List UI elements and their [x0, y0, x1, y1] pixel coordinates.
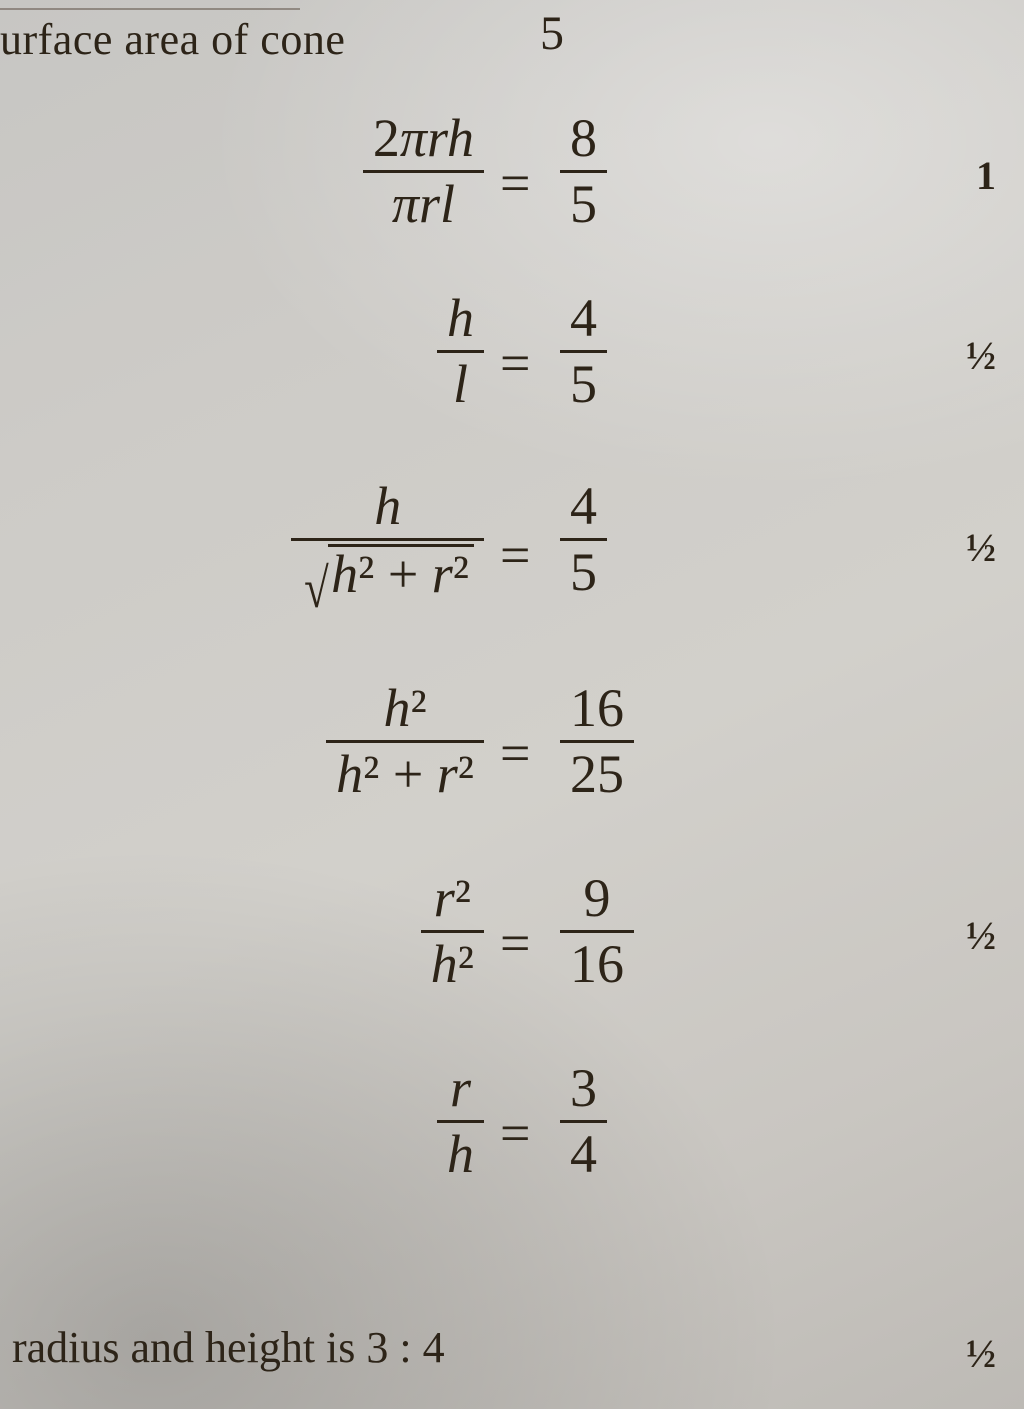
footer-mark: ½ — [966, 1330, 996, 1377]
equals-sign: = — [500, 726, 530, 780]
equation-lhs: hl — [437, 290, 484, 412]
equals-sign: = — [500, 1106, 530, 1160]
equation-rhs: 916 — [560, 870, 634, 992]
equation-rhs: 45 — [560, 290, 607, 412]
header-rule — [0, 8, 300, 10]
equation-rhs: 85 — [560, 110, 607, 232]
equals-sign: = — [500, 916, 530, 970]
step-mark: ½ — [966, 332, 996, 379]
equation-lhs: h²h² + r² — [326, 680, 484, 802]
header-right-number: 5 — [540, 6, 564, 61]
footer-text: radius and height is 3 : 4 — [12, 1322, 445, 1373]
equation-lhs: r²h² — [421, 870, 484, 992]
equation-rhs: 45 — [560, 478, 607, 600]
step-mark: ½ — [966, 912, 996, 959]
page: urface area of cone 5 2πrhπrl = 85 1 hl = 45 ½ h… — [0, 0, 1024, 1409]
equals-sign: = — [500, 528, 530, 582]
equation-lhs: rh — [437, 1060, 484, 1182]
equals-sign: = — [500, 156, 530, 210]
step-mark: ½ — [966, 524, 996, 571]
step-mark: 1 — [976, 152, 996, 199]
equation-rhs: 1625 — [560, 680, 634, 802]
header-text: urface area of cone — [0, 14, 345, 65]
equation-lhs: h√h² + r² — [291, 478, 484, 609]
equals-sign: = — [500, 336, 530, 390]
equation-lhs: 2πrhπrl — [363, 110, 484, 232]
equation-rhs: 34 — [560, 1060, 607, 1182]
